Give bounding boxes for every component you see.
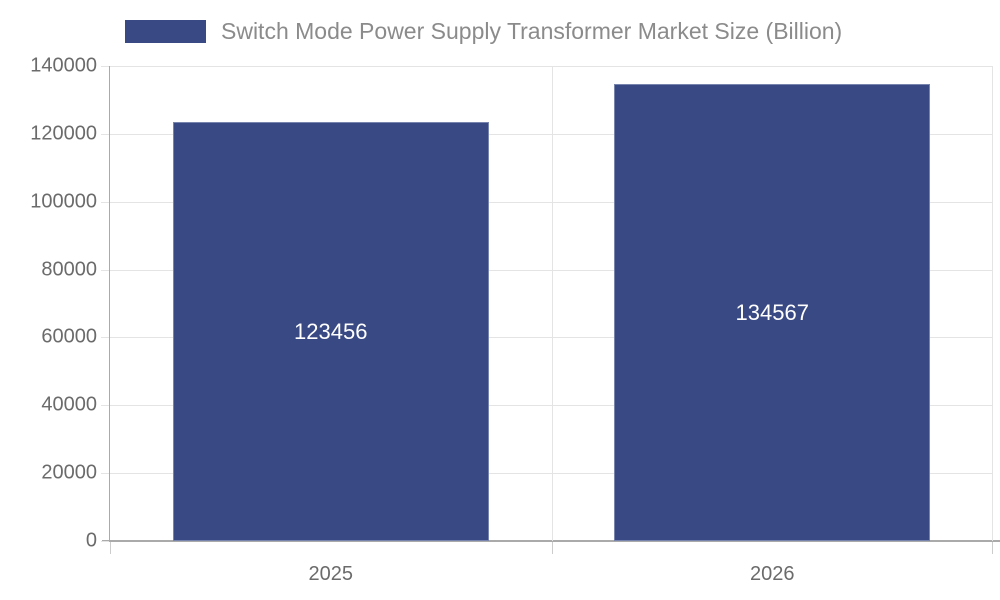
y-axis-tick (101, 133, 109, 135)
x-axis-category-label: 2026 (750, 563, 795, 585)
x-axis-category-label: 2025 (308, 563, 354, 585)
y-axis-tick-label: 120000 (30, 122, 97, 145)
bar-value-label: 123456 (294, 318, 368, 344)
y-axis-tick-label: 60000 (41, 325, 97, 348)
x-axis-tick (551, 542, 553, 554)
y-axis-tick (101, 337, 109, 339)
y-axis-tick (101, 541, 109, 542)
x-axis-line (102, 540, 1000, 542)
legend-swatch[interactable] (125, 19, 206, 43)
bar-2025: 123456 (172, 122, 489, 541)
x-axis-tick (992, 542, 993, 554)
y-axis-tick-label: 80000 (41, 258, 97, 281)
y-axis-tick (101, 405, 109, 407)
bar-value-label: 134567 (735, 299, 809, 325)
category-boundary-line (551, 66, 553, 541)
y-axis-line (109, 66, 110, 541)
y-axis-tick (101, 201, 109, 203)
y-axis-tick-label: 0 (85, 529, 97, 552)
y-axis-tick (101, 473, 109, 475)
category-boundary-line (992, 66, 993, 541)
y-axis-tick-label: 100000 (30, 190, 97, 213)
bar-2026: 134567 (614, 84, 931, 541)
legend-series-label: Switch Mode Power Supply Transformer Mar… (221, 17, 843, 44)
y-axis-tick-label: 40000 (41, 393, 97, 416)
x-axis-tick (110, 542, 111, 554)
y-axis-tick (101, 66, 109, 67)
y-axis-tick (101, 269, 109, 271)
y-axis-tick-label: 140000 (30, 54, 97, 77)
y-axis-tick-label: 20000 (41, 461, 97, 484)
plot-area: 0 20000 40000 60000 80000 100000 120000 140000 1… (30, 55, 1000, 585)
legend[interactable]: Switch Mode Power Supply Transformer Mar… (125, 17, 842, 45)
